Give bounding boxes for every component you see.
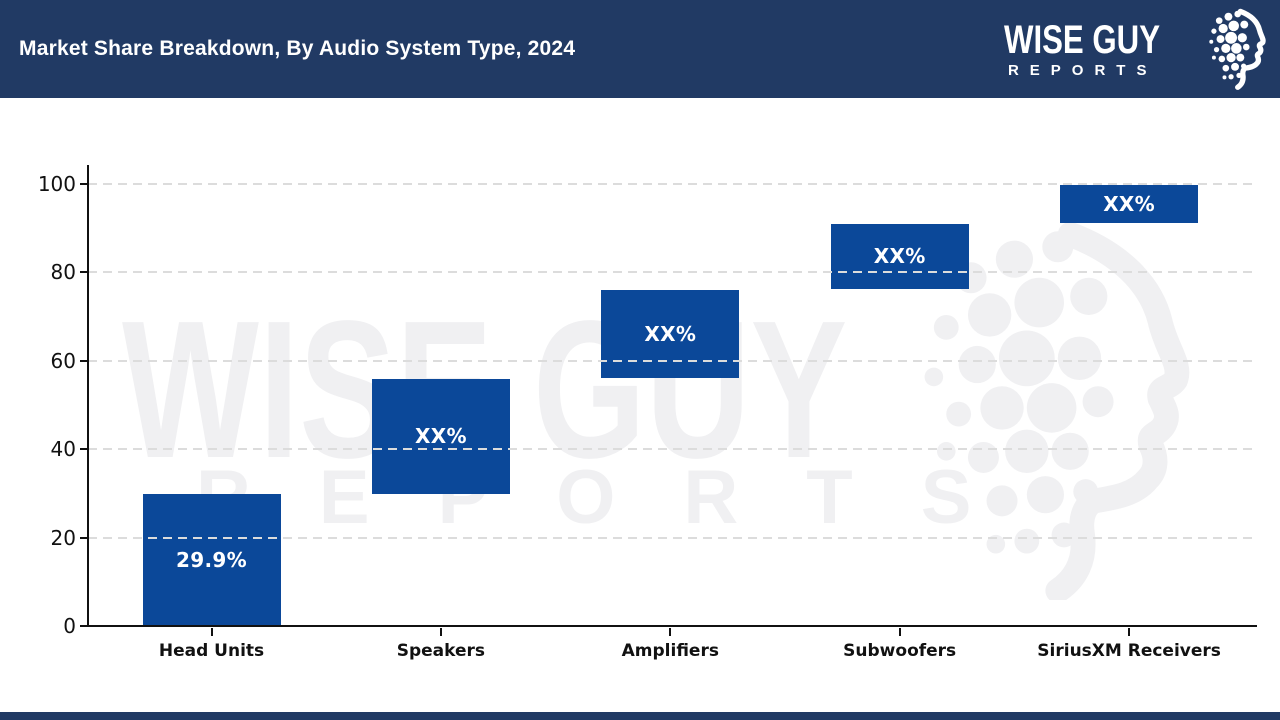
x-category-label: Head Units xyxy=(158,641,265,661)
y-tick-label: 0 xyxy=(63,614,76,638)
gridline-60 xyxy=(88,359,1257,362)
y-tick-label: 60 xyxy=(50,348,76,373)
x-category-label: Amplifiers xyxy=(621,641,719,661)
page-title: Market Share Breakdown, By Audio System … xyxy=(19,37,576,60)
header-bar: Market Share Breakdown, By Audio System … xyxy=(0,0,1280,98)
y-tick-20 xyxy=(80,536,88,539)
bar-siriusxm-receivers: XX% xyxy=(1060,184,1199,223)
x-category-label: SiriusXM Receivers xyxy=(1037,641,1221,661)
footer-bar xyxy=(0,712,1280,720)
bar-amplifiers: XX% xyxy=(601,289,740,379)
x-axis-line xyxy=(87,625,1257,627)
bar-value-label: XX% xyxy=(1103,191,1155,216)
x-category-label: Subwoofers xyxy=(843,641,957,661)
brand-name: WISE GUY xyxy=(1003,17,1160,62)
gridline-40 xyxy=(88,448,1257,451)
bar-value-label: XX% xyxy=(644,321,697,346)
bar-speakers: XX% xyxy=(371,378,510,494)
y-tick-label: 80 xyxy=(50,260,76,285)
bar-value-label: XX% xyxy=(873,244,926,269)
x-tick-1 xyxy=(439,628,442,636)
brand-logo: WISE GUY REPORTS xyxy=(1004,0,1272,98)
y-tick-60 xyxy=(80,359,88,362)
gridline-100 xyxy=(88,183,1257,185)
x-category-label: Speakers xyxy=(396,641,486,661)
x-tick-0 xyxy=(210,628,213,636)
wiseguy-head-icon xyxy=(1209,8,1266,90)
bar-subwoofers: XX% xyxy=(830,223,969,289)
gridline-20 xyxy=(88,536,1257,539)
y-tick-40 xyxy=(80,448,88,451)
y-tick-0 xyxy=(80,625,88,627)
y-tick-100 xyxy=(80,183,88,185)
x-tick-2 xyxy=(669,628,672,636)
bar-value-label: XX% xyxy=(415,424,467,449)
y-axis-line xyxy=(87,165,89,627)
y-tick-80 xyxy=(80,271,88,274)
x-tick-3 xyxy=(898,628,901,636)
bar-value-label: 29.9% xyxy=(176,547,247,572)
y-tick-label: 20 xyxy=(50,525,76,550)
brand-logo-text: WISE GUY REPORTS xyxy=(1004,20,1204,79)
y-tick-label: 100 xyxy=(37,172,76,196)
gridline-80 xyxy=(88,271,1257,274)
brand-subname: REPORTS xyxy=(1007,61,1158,79)
y-tick-label: 40 xyxy=(50,437,76,462)
bar-head-units: 29.9% xyxy=(142,493,281,626)
x-tick-4 xyxy=(1128,628,1131,636)
